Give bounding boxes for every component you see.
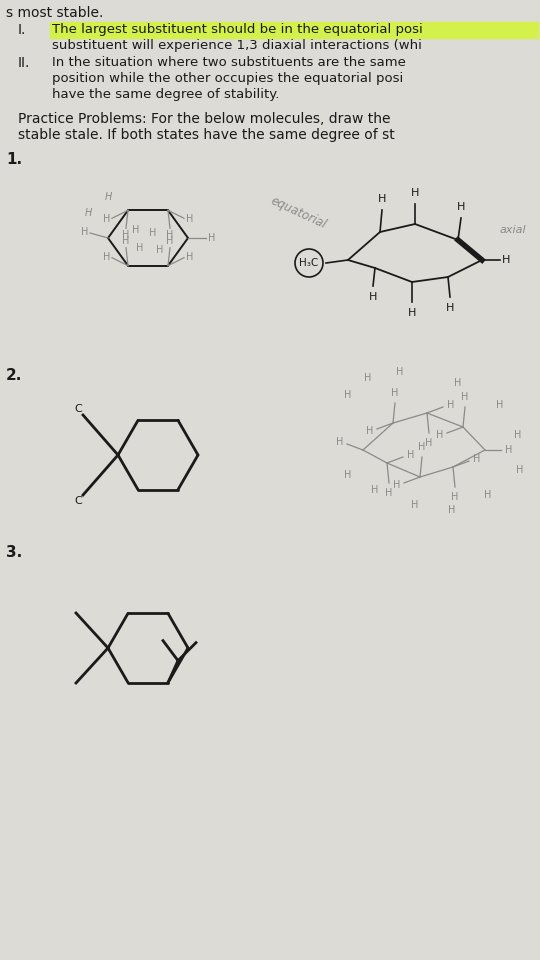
Text: H: H <box>156 245 164 255</box>
Text: H: H <box>411 188 419 198</box>
Text: H: H <box>514 430 522 440</box>
Text: H: H <box>136 243 144 253</box>
Text: C: C <box>74 496 82 506</box>
Text: H: H <box>336 437 343 447</box>
Text: H: H <box>484 490 492 500</box>
Text: stable stale. If both states have the same degree of st: stable stale. If both states have the sa… <box>18 128 395 142</box>
Text: have the same degree of stability.: have the same degree of stability. <box>52 88 279 101</box>
Text: H: H <box>132 225 140 235</box>
Text: H: H <box>150 228 157 238</box>
Text: H: H <box>378 194 386 204</box>
Text: H: H <box>461 392 469 402</box>
Text: H: H <box>208 233 215 243</box>
Text: C: C <box>74 404 82 414</box>
Text: H: H <box>418 442 426 452</box>
Text: H: H <box>80 227 88 237</box>
Text: H: H <box>392 388 399 398</box>
Text: H: H <box>103 252 110 262</box>
Text: s most stable.: s most stable. <box>6 6 103 20</box>
Text: 2.: 2. <box>6 368 22 383</box>
Text: H: H <box>345 390 352 400</box>
Text: The largest substituent should be in the equatorial posi: The largest substituent should be in the… <box>52 23 423 36</box>
Text: H: H <box>396 367 404 377</box>
Text: H: H <box>364 373 372 383</box>
Text: axial: axial <box>500 225 526 235</box>
Text: H: H <box>408 308 416 318</box>
Text: H: H <box>104 192 112 202</box>
Text: H₃C: H₃C <box>299 258 319 268</box>
Text: H: H <box>448 505 456 515</box>
Text: H: H <box>366 426 373 436</box>
Text: H: H <box>451 492 458 502</box>
Text: H: H <box>186 252 193 262</box>
Text: H: H <box>166 236 174 246</box>
Text: H: H <box>166 230 174 240</box>
Text: H: H <box>407 450 414 460</box>
Text: 1.: 1. <box>6 152 22 167</box>
Text: H: H <box>372 485 379 495</box>
Text: In the situation where two substituents are the same: In the situation where two substituents … <box>52 56 406 69</box>
Text: H: H <box>186 214 193 225</box>
Text: H: H <box>84 208 92 218</box>
Text: H: H <box>505 445 512 455</box>
Bar <box>50 22 538 38</box>
Text: H: H <box>393 480 400 490</box>
Text: H: H <box>516 465 524 475</box>
Text: Practice Problems: For the below molecules, draw the: Practice Problems: For the below molecul… <box>18 112 390 126</box>
Text: H: H <box>386 488 393 498</box>
Text: H: H <box>426 438 433 448</box>
Text: 3.: 3. <box>6 545 22 560</box>
Text: equatorial: equatorial <box>268 195 328 231</box>
Text: H: H <box>457 202 465 212</box>
Text: H: H <box>411 500 418 510</box>
Text: H: H <box>123 230 130 240</box>
Text: position while the other occupies the equatorial posi: position while the other occupies the eq… <box>52 72 403 85</box>
Text: H: H <box>123 236 130 246</box>
Text: H: H <box>454 378 462 388</box>
Text: H: H <box>369 292 377 302</box>
Text: H: H <box>447 400 454 410</box>
Text: H: H <box>103 214 110 225</box>
Text: substituent will experience 1,3 diaxial interactions (whi: substituent will experience 1,3 diaxial … <box>52 39 422 52</box>
Text: H: H <box>345 470 352 480</box>
Text: H: H <box>496 400 504 410</box>
Text: H: H <box>473 454 481 464</box>
Text: II.: II. <box>18 56 30 70</box>
Text: H: H <box>502 255 510 265</box>
Text: I.: I. <box>18 23 26 37</box>
Text: H: H <box>446 303 454 313</box>
Text: H: H <box>436 430 443 440</box>
